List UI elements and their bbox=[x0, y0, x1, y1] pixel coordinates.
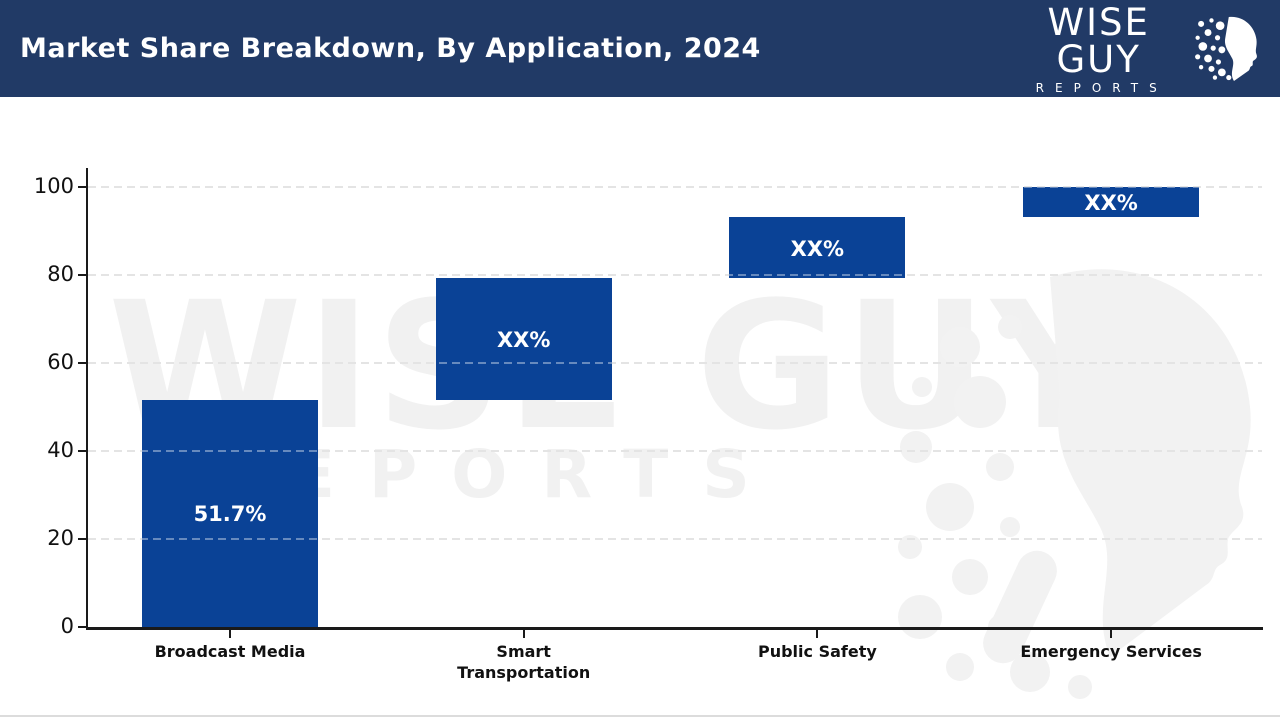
gridline-overlay-60 bbox=[88, 362, 1262, 364]
y-tick-80 bbox=[78, 274, 86, 276]
gridline-60 bbox=[88, 362, 1262, 364]
plot-area: WISE GUY REPORTS 0 20 40 60 80 100 51.7% Broadc… bbox=[0, 97, 1280, 720]
y-tick-0 bbox=[78, 626, 86, 628]
y-tick-40 bbox=[78, 450, 86, 452]
bar-smart-transportation bbox=[435, 278, 612, 400]
y-tick-label-80: 80 bbox=[47, 262, 74, 286]
bar-emergency-services bbox=[1023, 187, 1200, 217]
gridline-100 bbox=[88, 186, 1262, 188]
header-band: Market Share Breakdown, By Application, … bbox=[0, 0, 1280, 97]
bar-value-label-1: 51.7% bbox=[193, 502, 267, 527]
gridline-overlay-40 bbox=[88, 450, 1262, 452]
gridline-overlay-100 bbox=[88, 186, 1262, 188]
y-tick-label-60: 60 bbox=[47, 350, 74, 374]
bar-broadcast-media bbox=[142, 399, 318, 627]
gridline-80 bbox=[88, 274, 1262, 276]
y-tick-label-40: 40 bbox=[47, 438, 74, 462]
bar-value-label-2: XX% bbox=[496, 327, 551, 352]
x-tick-1 bbox=[229, 630, 231, 638]
logo-wordmark: WISE GUY bbox=[1047, 0, 1150, 81]
y-tick-label-20: 20 bbox=[47, 526, 74, 550]
gridline-overlay-20 bbox=[88, 538, 1262, 540]
bar-value-label-3: XX% bbox=[790, 236, 845, 261]
logo-face-icon bbox=[1195, 16, 1258, 81]
y-tick-60 bbox=[78, 362, 86, 364]
watermark-face-icon bbox=[898, 269, 1251, 699]
x-axis-line bbox=[86, 627, 1263, 630]
gridline-overlay-80 bbox=[88, 274, 1262, 276]
x-tick-3 bbox=[816, 630, 819, 638]
y-tick-label-0: 0 bbox=[60, 614, 74, 638]
wise-guy-reports-logo: WISE GUY REPORTS bbox=[1012, 4, 1262, 95]
bottom-border bbox=[0, 715, 1280, 717]
y-axis-line bbox=[86, 168, 88, 629]
logo-subtitle: REPORTS bbox=[1035, 80, 1168, 95]
y-tick-20 bbox=[78, 538, 86, 540]
x-tick-label-4: Emergency Services bbox=[1020, 642, 1202, 661]
x-tick-label-2: Smart Transportation bbox=[457, 642, 591, 682]
y-tick-100 bbox=[78, 186, 86, 188]
gridline-40 bbox=[88, 450, 1262, 452]
x-tick-2 bbox=[522, 630, 525, 638]
logo-text: WISE GUY REPORTS bbox=[1012, 4, 1185, 95]
x-tick-label-3: Public Safety bbox=[757, 642, 877, 661]
bar-value-label-4: XX% bbox=[1084, 190, 1138, 215]
bar-public-safety bbox=[729, 216, 906, 279]
y-tick-label-100: 100 bbox=[33, 174, 74, 198]
x-tick-label-1: Broadcast Media bbox=[154, 642, 306, 661]
x-tick-4 bbox=[1110, 630, 1113, 638]
chart-title: Market Share Breakdown, By Application, … bbox=[20, 33, 761, 64]
gridline-20 bbox=[88, 538, 1262, 540]
